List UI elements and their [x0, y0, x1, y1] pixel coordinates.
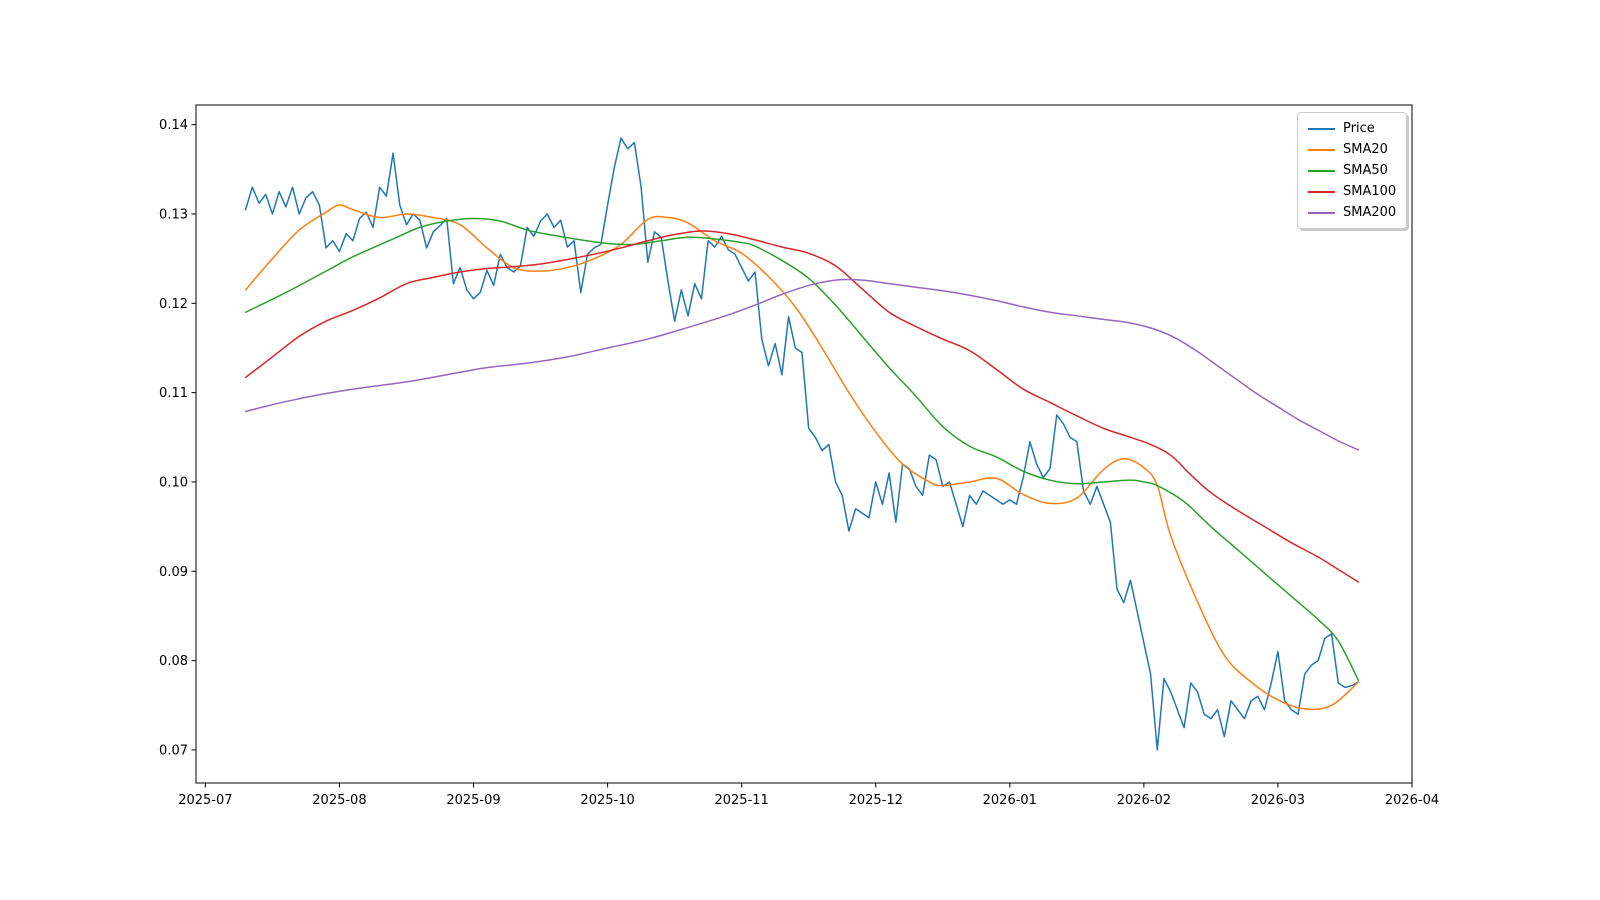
legend-label-price: Price	[1343, 121, 1375, 136]
legend-line-sample-sma20	[1308, 148, 1335, 151]
x-tick-label: 2025-08	[312, 793, 366, 808]
legend-item-sma200: SMA200	[1308, 204, 1396, 221]
x-tick-label: 2025-11	[714, 793, 768, 808]
x-tick-label: 2026-01	[983, 793, 1037, 808]
y-tick-label: 0.13	[159, 207, 188, 222]
series-line-price	[244, 137, 1360, 751]
y-tick-label: 0.14	[159, 118, 188, 133]
series-line-sma50	[244, 217, 1360, 682]
x-tick-label: 2026-02	[1117, 793, 1171, 808]
legend-line-sample-sma50	[1308, 169, 1335, 172]
x-tick-label: 2025-10	[580, 793, 634, 808]
y-tick-label: 0.12	[159, 297, 188, 312]
series-line-sma20	[244, 204, 1360, 711]
y-tick-label: 0.11	[159, 386, 188, 401]
legend-line-sample-sma100	[1308, 190, 1335, 193]
y-tick-label: 0.08	[159, 654, 188, 669]
x-tick-label: 2026-03	[1251, 793, 1305, 808]
x-tick-label: 2025-12	[849, 793, 903, 808]
x-tick-label: 2025-07	[178, 793, 232, 808]
legend: Price SMA20 SMA50 SMA100 SMA200	[1297, 112, 1408, 229]
legend-label-sma20: SMA20	[1343, 142, 1388, 157]
legend-item-sma50: SMA50	[1308, 162, 1396, 179]
legend-item-sma100: SMA100	[1308, 183, 1396, 200]
legend-line-sample-price	[1308, 127, 1335, 130]
y-tick-label: 0.10	[159, 475, 188, 490]
y-tick-label: 0.09	[159, 565, 188, 580]
x-tick-label: 2025-09	[446, 793, 500, 808]
legend-item-price: Price	[1308, 120, 1396, 137]
series-line-sma100	[244, 230, 1360, 583]
x-tick-label: 2026-04	[1385, 793, 1439, 808]
legend-label-sma100: SMA100	[1343, 184, 1397, 199]
plot-border	[195, 104, 1413, 784]
legend-label-sma200: SMA200	[1343, 205, 1397, 220]
y-tick-label: 0.07	[159, 743, 188, 758]
legend-line-sample-sma200	[1308, 211, 1335, 214]
legend-label-sma50: SMA50	[1343, 163, 1388, 178]
legend-item-sma20: SMA20	[1308, 141, 1396, 158]
series-line-sma200	[244, 278, 1360, 451]
